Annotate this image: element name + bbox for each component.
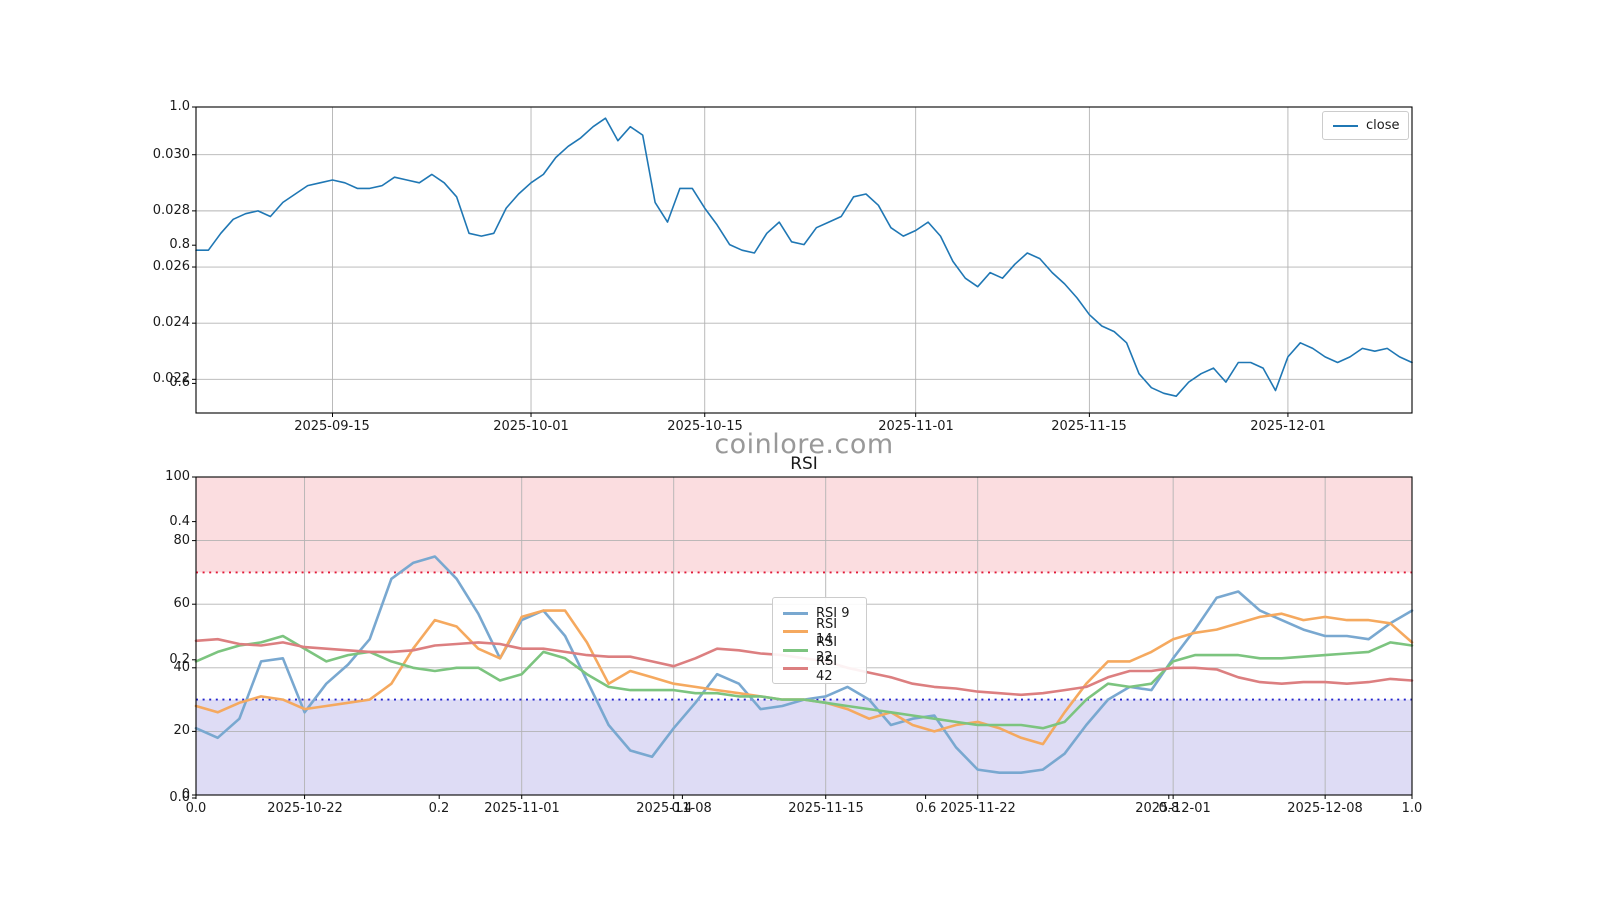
rsi9-legend-label: RSI 9 xyxy=(816,605,850,621)
date-tick-label: 2025-11-01 xyxy=(878,419,954,434)
date-tick-label: 2025-11-08 xyxy=(636,801,712,816)
norm-x-tick-label: 1.0 xyxy=(1401,801,1423,816)
rsi14-line-swatch xyxy=(783,630,808,634)
rsi-y-tick-label: 100 xyxy=(165,469,190,484)
price-y-tick-label: 0.026 xyxy=(152,259,190,274)
date-tick-label: 2025-09-15 xyxy=(294,419,370,434)
legend-item-rsi-42: RSI 42 xyxy=(783,654,856,684)
rsi-y-tick-label: 20 xyxy=(173,723,190,738)
rsi-chart-title: RSI xyxy=(790,454,818,474)
rsi-legend: RSI 9 RSI 14 RSI 22 RSI 42 xyxy=(772,597,867,684)
norm-x-tick-label: 0.0 xyxy=(185,801,207,816)
rsi14-legend-label: RSI 14 xyxy=(816,616,838,647)
rsi22-line-swatch xyxy=(783,648,808,652)
rsi42-line-swatch xyxy=(783,667,808,671)
norm-y-tick-label: 0.8 xyxy=(169,237,190,252)
norm-x-tick-label: 0.6 xyxy=(915,801,937,816)
rsi-y-tick-label: 80 xyxy=(173,533,190,548)
date-tick-label: 2025-11-15 xyxy=(788,801,864,816)
norm-y-tick-label: 0.4 xyxy=(169,514,190,529)
norm-y-tick-label: 0.0 xyxy=(169,790,190,805)
rsi-y-tick-label: 40 xyxy=(173,660,190,675)
norm-x-tick-label: 0.2 xyxy=(428,801,450,816)
price-y-tick-label: 0.030 xyxy=(152,147,190,162)
rsi-y-tick-label: 60 xyxy=(173,596,190,611)
legend-item-rsi-14: RSI 14 xyxy=(783,617,856,647)
date-tick-label: 2025-10-01 xyxy=(493,419,569,434)
close-legend-label: close xyxy=(1366,118,1400,133)
norm-y-tick-label: 0.2 xyxy=(169,652,190,667)
price-y-tick-label: 0.028 xyxy=(152,203,190,218)
legend-item-rsi-22: RSI 22 xyxy=(783,635,856,665)
date-tick-label: 2025-10-15 xyxy=(667,419,743,434)
norm-x-tick-label: 0.8 xyxy=(1158,801,1180,816)
rsi9-line-swatch xyxy=(783,611,808,615)
rsi22-legend-label: RSI 22 xyxy=(816,635,838,666)
date-tick-label: 2025-12-08 xyxy=(1287,801,1363,816)
norm-x-tick-label: 0.4 xyxy=(671,801,693,816)
legend-item-rsi-9: RSI 9 xyxy=(783,604,856,623)
close-line-swatch xyxy=(1333,124,1358,127)
watermark: coinlore.com xyxy=(714,429,894,460)
rsi-y-tick-label: 0 xyxy=(181,787,190,802)
date-tick-label: 2025-10-22 xyxy=(267,801,343,816)
date-tick-label: 2025-12-01 xyxy=(1250,419,1326,434)
date-tick-label: 2025-12-01 xyxy=(1135,801,1211,816)
close-legend: close xyxy=(1322,111,1409,140)
price-y-tick-label: 0.024 xyxy=(152,315,190,330)
norm-y-tick-label: 0.6 xyxy=(169,375,190,390)
price-y-tick-label: 0.022 xyxy=(152,371,190,386)
date-tick-label: 2025-11-22 xyxy=(940,801,1016,816)
norm-y-tick-label: 1.0 xyxy=(169,99,190,114)
rsi42-legend-label: RSI 42 xyxy=(816,653,838,684)
date-tick-label: 2025-11-01 xyxy=(484,801,560,816)
date-tick-label: 2025-11-15 xyxy=(1051,419,1127,434)
